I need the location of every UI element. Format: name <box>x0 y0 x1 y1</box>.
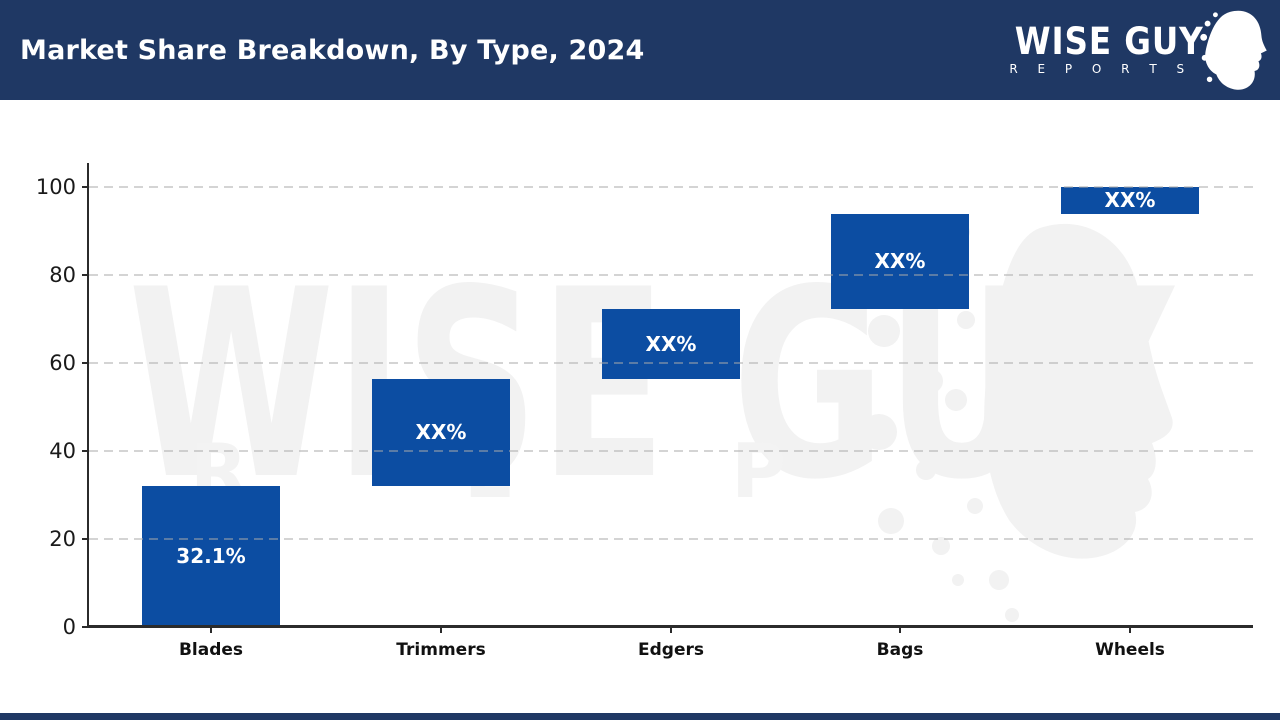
y-tick-label: 100 <box>35 175 76 199</box>
x-category-label: Bags <box>876 640 924 660</box>
x-tick-mark <box>210 626 212 633</box>
y-axis-spine <box>87 163 89 627</box>
gridline-20 <box>89 538 1253 540</box>
x-tick-mark <box>440 626 442 633</box>
bar-wheels <box>1061 187 1199 214</box>
bar-value-label: XX% <box>874 249 926 274</box>
brand-head-icon <box>1200 10 1267 90</box>
brand-name: WISE GUY <box>1015 20 1204 63</box>
bar-value-label: XX% <box>415 420 467 445</box>
y-tick-mark <box>82 450 89 452</box>
y-tick-mark <box>82 538 89 540</box>
brand-logo: WISE GUY R E P O R T S <box>989 6 1280 94</box>
bar-bags <box>831 213 969 309</box>
footer-bar <box>0 713 1280 720</box>
y-tick-label: 60 <box>49 351 76 375</box>
y-tick-label: 40 <box>49 439 76 463</box>
bar-edgers <box>602 308 740 379</box>
x-tick-mark <box>1129 626 1131 633</box>
x-category-label: Edgers <box>638 640 704 660</box>
header: Market Share Breakdown, By Type, 2024 WI… <box>0 0 1280 100</box>
y-tick-mark <box>82 362 89 364</box>
y-tick-label: 0 <box>62 615 76 639</box>
gridline-80 <box>89 274 1253 276</box>
bar-value-label: XX% <box>1104 188 1156 213</box>
x-tick-mark <box>899 626 901 633</box>
chart-title: Market Share Breakdown, By Type, 2024 <box>20 34 645 66</box>
y-tick-label: 20 <box>49 527 76 551</box>
y-tick-label: 80 <box>49 263 76 287</box>
y-tick-mark <box>82 274 89 276</box>
gridline-40 <box>89 450 1253 452</box>
brand-subname: R E P O R T S <box>1009 62 1193 76</box>
x-category-label: Blades <box>178 640 244 660</box>
bar-value-label: 32.1% <box>176 544 246 569</box>
y-tick-mark <box>82 186 89 188</box>
x-tick-mark <box>670 626 672 633</box>
x-category-label: Trimmers <box>396 640 486 660</box>
gridline-100 <box>89 186 1253 188</box>
bar-trimmers <box>372 378 510 486</box>
gridline-60 <box>89 362 1253 364</box>
bar-value-label: XX% <box>645 331 697 356</box>
bar-blades <box>142 485 280 627</box>
x-axis-spine <box>87 625 1253 628</box>
x-category-label: Wheels <box>1095 640 1165 660</box>
y-tick-mark <box>82 626 89 628</box>
